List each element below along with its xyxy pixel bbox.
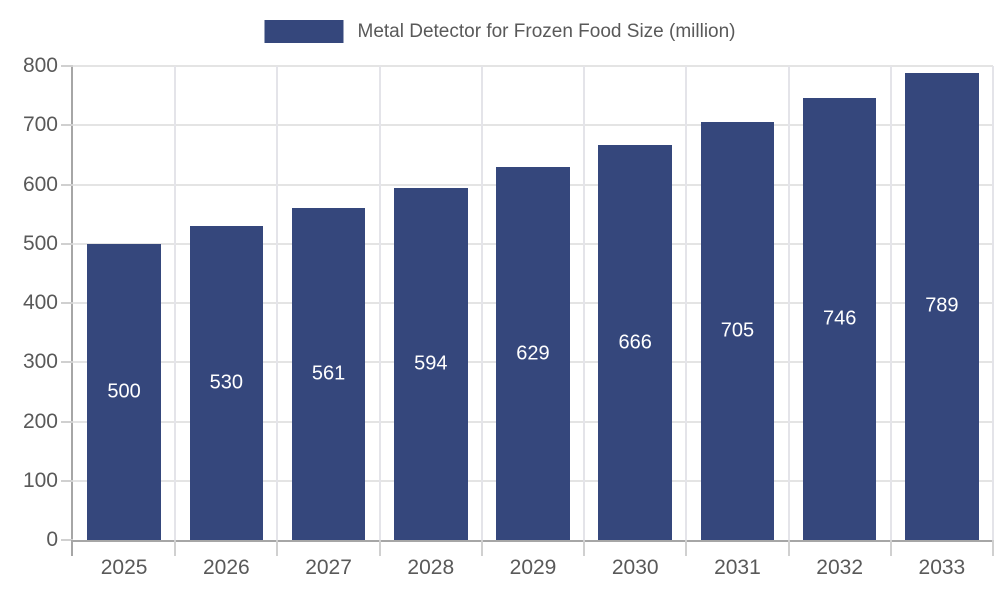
gridline-v <box>378 66 381 540</box>
y-tick-label: 200 <box>22 409 58 433</box>
y-tick <box>61 539 73 541</box>
bar-value-label: 530 <box>209 371 244 394</box>
gridline-v <box>787 66 790 540</box>
x-tick-label: 2025 <box>100 556 148 579</box>
y-tick <box>61 183 73 186</box>
x-tick <box>583 540 586 556</box>
y-tick-label: 500 <box>22 231 58 255</box>
y-tick <box>61 420 73 423</box>
x-tick <box>889 540 892 556</box>
bar-value-label: 594 <box>414 352 448 375</box>
bar-2029[interactable]: 629 <box>496 167 570 540</box>
bar-2032[interactable]: 746 <box>802 98 877 540</box>
y-tick-label: 400 <box>22 291 58 314</box>
y-tick <box>61 361 73 364</box>
y-tick-label: 100 <box>22 468 58 492</box>
gridline-h <box>73 124 993 127</box>
y-tick <box>61 302 73 304</box>
x-tick <box>174 540 177 556</box>
x-tick <box>480 540 483 556</box>
y-tick-label: 300 <box>22 350 58 374</box>
bar-value-label: 500 <box>107 380 141 403</box>
gridline-v <box>480 66 483 540</box>
x-tick-label: 2032 <box>816 556 864 579</box>
y-axis-extension <box>71 540 73 556</box>
bar-value-label: 789 <box>925 294 959 317</box>
y-tick-label: 0 <box>46 528 58 551</box>
y-tick-label: 600 <box>22 172 58 196</box>
bar-2027[interactable]: 561 <box>291 207 366 540</box>
bar-2031[interactable]: 705 <box>700 122 775 540</box>
x-tick-label: 2028 <box>407 556 455 579</box>
y-tick <box>61 479 73 482</box>
y-tick-label: 700 <box>22 113 58 137</box>
x-tick <box>787 540 790 556</box>
x-tick <box>378 540 381 556</box>
y-tick <box>61 124 73 127</box>
gridline-v <box>276 66 279 540</box>
gridline-v <box>583 66 586 540</box>
y-tick <box>61 242 73 245</box>
bar-2026[interactable]: 530 <box>189 225 264 540</box>
x-tick-label: 2033 <box>918 556 966 579</box>
x-tick-label: 2030 <box>611 556 659 579</box>
bar-value-label: 666 <box>618 331 652 354</box>
y-tick-label: 800 <box>22 54 58 77</box>
y-tick <box>61 65 73 67</box>
x-tick <box>276 540 279 556</box>
x-tick <box>992 540 994 556</box>
bar-value-label: 561 <box>311 362 346 385</box>
x-tick-label: 2026 <box>202 556 250 579</box>
gridline-v <box>889 66 892 540</box>
gridline-v <box>992 66 994 540</box>
gridline-v <box>174 66 177 540</box>
bar-2033[interactable]: 789 <box>905 72 979 540</box>
x-tick-label: 2031 <box>714 556 761 579</box>
bar-value-label: 705 <box>720 319 755 342</box>
legend[interactable]: Metal Detector for Frozen Food Size (mil… <box>264 20 736 43</box>
bar-2030[interactable]: 666 <box>598 145 673 540</box>
legend-label: Metal Detector for Frozen Food Size (mil… <box>357 20 736 42</box>
bar-2025[interactable]: 500 <box>87 243 161 540</box>
x-tick-label: 2027 <box>305 556 352 579</box>
gridline-v <box>685 66 688 540</box>
legend-swatch <box>264 20 344 43</box>
x-tick <box>685 540 688 556</box>
bar-2028[interactable]: 594 <box>393 188 468 540</box>
bar-value-label: 746 <box>822 307 857 330</box>
bar-value-label: 629 <box>516 342 550 365</box>
plot-area: 500 530 561 594 629 666 705 746 789 <box>61 65 994 556</box>
x-tick-label: 2029 <box>509 556 557 579</box>
gridline-h <box>73 65 993 67</box>
